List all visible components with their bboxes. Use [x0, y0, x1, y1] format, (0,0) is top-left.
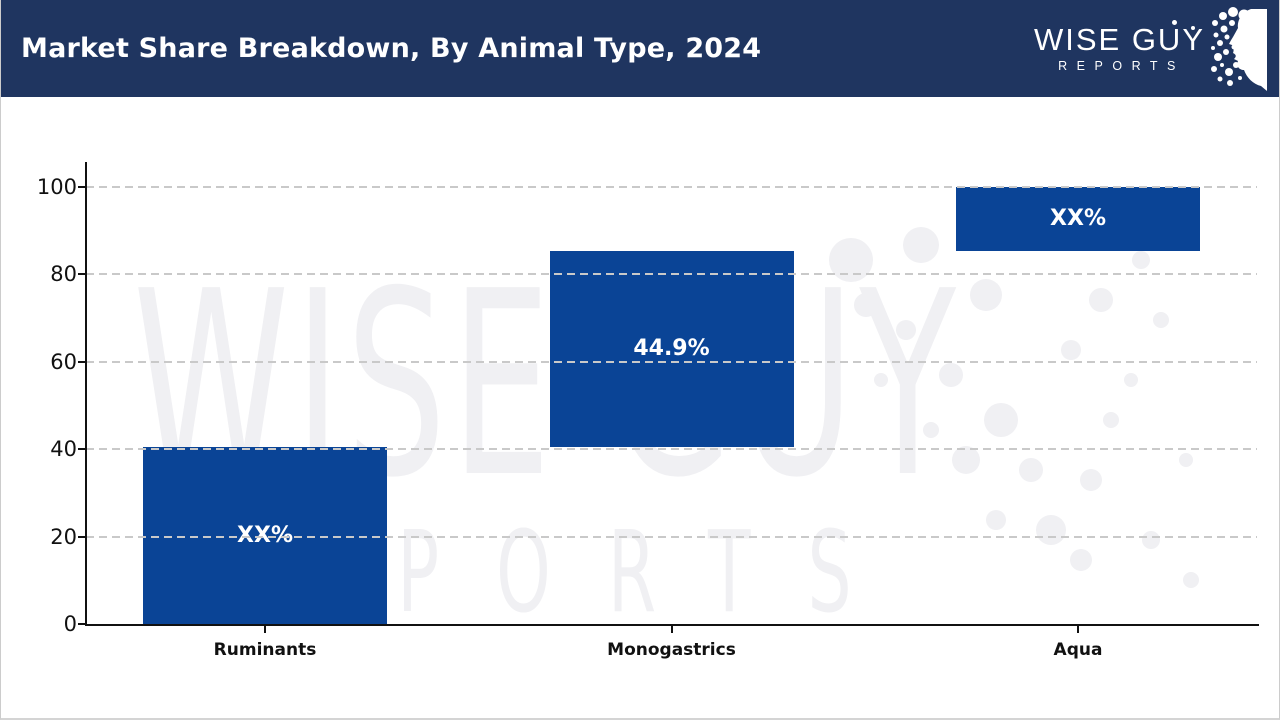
bar-value-label: XX%	[1050, 206, 1106, 232]
brand-logo: WISE GUY REPORTS	[1034, 3, 1269, 95]
x-tick-mark	[264, 626, 266, 633]
y-tick-mark	[78, 448, 86, 451]
bar: 44.9%	[549, 250, 794, 447]
y-tick-mark	[78, 535, 86, 538]
x-tick-label: Monogastrics	[607, 640, 736, 660]
gridline	[86, 360, 1257, 363]
x-tick-label: Aqua	[1053, 640, 1103, 660]
y-tick-label: 80	[50, 262, 77, 287]
gridline	[86, 535, 1257, 538]
y-tick-mark	[78, 360, 86, 363]
x-tick-mark	[1077, 626, 1079, 633]
x-tick-label: Ruminants	[213, 640, 317, 660]
gridline	[86, 273, 1257, 276]
bar: XX%	[143, 447, 387, 624]
bar-value-label: XX%	[237, 522, 293, 548]
x-tick-mark	[670, 626, 673, 633]
bar: XX%	[956, 187, 1200, 251]
logo-face-icon	[1211, 6, 1267, 91]
y-tick-label: 60	[50, 349, 77, 374]
y-tick-mark	[78, 273, 86, 276]
y-tick-label: 0	[63, 612, 77, 636]
logo-dot-icon	[1172, 20, 1177, 26]
gridline	[86, 186, 1257, 188]
x-axis	[85, 624, 1259, 626]
page-title: Market Share Breakdown, By Animal Type, …	[21, 33, 762, 64]
y-tick-mark	[78, 186, 86, 188]
bar-value-label: 44.9%	[633, 336, 710, 362]
y-axis	[85, 162, 87, 626]
y-tick-label: 100	[36, 175, 77, 199]
y-tick-mark	[78, 623, 86, 625]
logo-dot-icon	[1191, 26, 1195, 31]
gridline	[86, 448, 1257, 451]
header-bar: Market Share Breakdown, By Animal Type, …	[1, 0, 1279, 97]
brand-logo-text: WISE GUY REPORTS	[1033, 20, 1205, 74]
y-tick-label: 40	[50, 437, 77, 462]
y-tick-label: 20	[50, 524, 77, 549]
brand-reports-text: REPORTS	[1058, 59, 1185, 74]
brand-wordmark: WISE GUY	[1033, 22, 1205, 58]
